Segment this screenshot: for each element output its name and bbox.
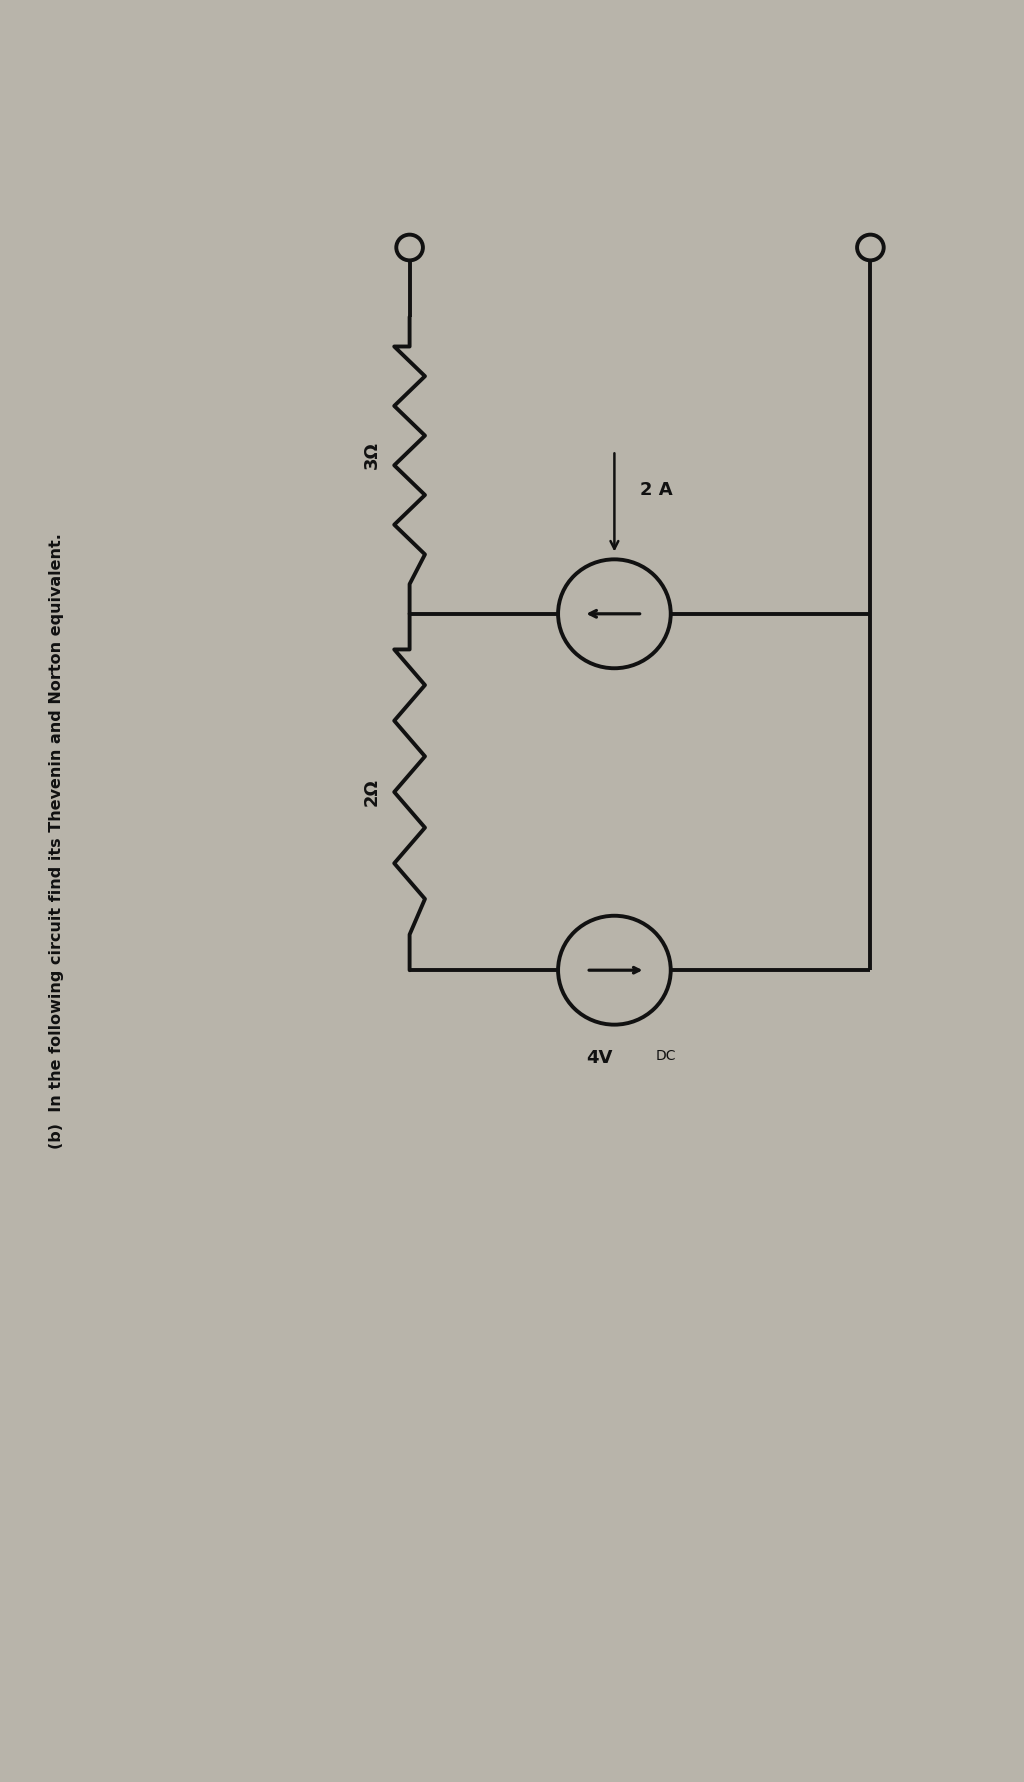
Text: 4V: 4V: [586, 1050, 612, 1067]
Text: 2 A: 2 A: [640, 481, 673, 499]
Text: DC: DC: [655, 1050, 676, 1064]
Text: 3Ω: 3Ω: [362, 442, 381, 469]
Text: (b)  In the following circuit find its Thevenin and Norton equivalent.: (b) In the following circuit find its Th…: [49, 533, 63, 1149]
Text: 2Ω: 2Ω: [362, 779, 381, 805]
